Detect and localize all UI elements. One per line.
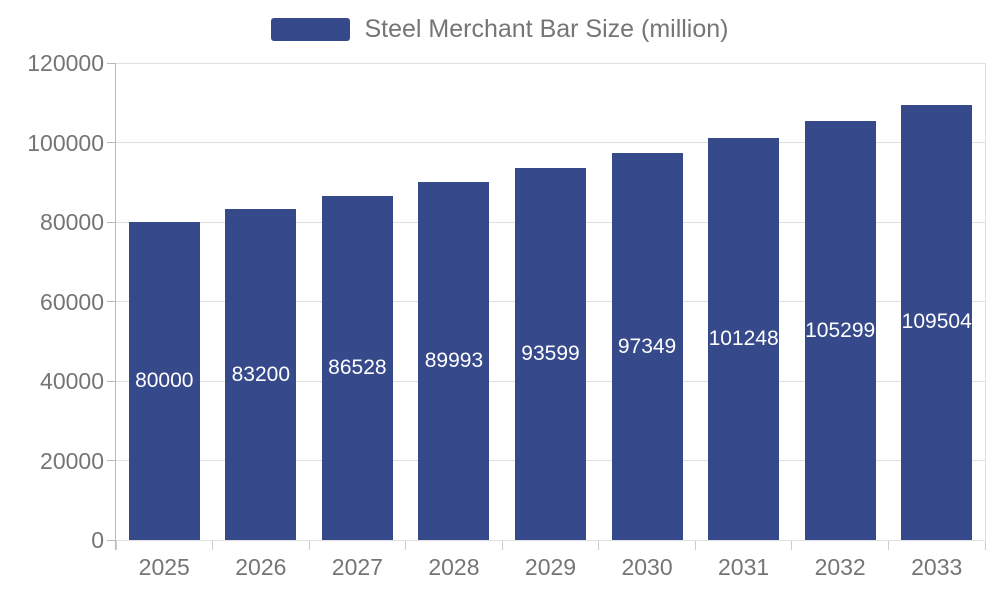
x-tick-label: 2028 bbox=[428, 554, 480, 580]
x-axis-tick bbox=[887, 541, 889, 550]
x-tick-label: 2025 bbox=[138, 554, 190, 580]
bar-value-label: 83200 bbox=[231, 362, 291, 386]
x-axis-tick bbox=[115, 541, 117, 550]
y-axis-tick bbox=[107, 539, 116, 541]
bar-value-label: 89993 bbox=[424, 349, 484, 373]
y-tick-label: 40000 bbox=[40, 368, 104, 394]
y-axis-tick bbox=[107, 142, 116, 143]
bar-value-label: 93599 bbox=[521, 341, 580, 365]
bar-value-label: 97349 bbox=[617, 334, 677, 358]
grid-line bbox=[116, 62, 985, 64]
y-axis-tick bbox=[107, 460, 116, 461]
bar-value-label: 80000 bbox=[135, 369, 194, 392]
x-axis-tick bbox=[984, 541, 986, 550]
x-tick-label: 2033 bbox=[911, 554, 963, 580]
y-tick-label: 100000 bbox=[27, 129, 104, 156]
x-axis-tick bbox=[501, 541, 503, 550]
y-tick-label: 60000 bbox=[40, 288, 104, 315]
y-tick-label: 120000 bbox=[27, 50, 104, 76]
bar bbox=[225, 209, 297, 540]
bar bbox=[901, 104, 973, 540]
bar bbox=[804, 121, 876, 540]
y-axis-tick bbox=[107, 380, 116, 382]
y-tick-label: 80000 bbox=[40, 209, 104, 235]
bar bbox=[418, 182, 490, 540]
plot-right-border bbox=[985, 63, 986, 540]
bar bbox=[515, 167, 586, 540]
bar-value-label: 105299 bbox=[805, 318, 876, 342]
bar bbox=[321, 196, 393, 540]
bar-value-label: 101248 bbox=[708, 326, 779, 350]
bar bbox=[611, 153, 683, 540]
x-axis-tick bbox=[308, 541, 310, 550]
x-axis-tick bbox=[598, 541, 600, 550]
x-axis-tick bbox=[212, 541, 214, 550]
y-axis-tick bbox=[107, 301, 116, 302]
x-tick-label: 2030 bbox=[621, 554, 673, 580]
y-axis-tick bbox=[107, 62, 116, 64]
x-tick-label: 2031 bbox=[718, 554, 770, 580]
legend-label: Steel Merchant Bar Size (million) bbox=[364, 15, 729, 43]
y-tick-label: 0 bbox=[91, 527, 104, 553]
bar-value-label: 109504 bbox=[901, 310, 972, 334]
legend[interactable]: Steel Merchant Bar Size (million) bbox=[0, 16, 1000, 43]
x-axis-tick bbox=[791, 541, 793, 550]
grid-line bbox=[116, 539, 985, 541]
bar-value-label: 86528 bbox=[328, 356, 387, 380]
y-axis-line bbox=[115, 63, 116, 550]
x-tick-label: 2027 bbox=[331, 554, 383, 580]
grid-line bbox=[116, 142, 985, 143]
y-axis-tick bbox=[107, 221, 116, 223]
x-tick-label: 2032 bbox=[814, 554, 866, 580]
x-axis-tick bbox=[694, 541, 696, 550]
bar bbox=[708, 137, 780, 540]
x-tick-label: 2029 bbox=[524, 554, 577, 580]
legend-swatch bbox=[271, 18, 351, 41]
y-tick-label: 20000 bbox=[40, 447, 104, 474]
bar bbox=[128, 222, 200, 540]
x-axis-tick bbox=[405, 541, 407, 550]
x-tick-label: 2026 bbox=[235, 554, 287, 580]
